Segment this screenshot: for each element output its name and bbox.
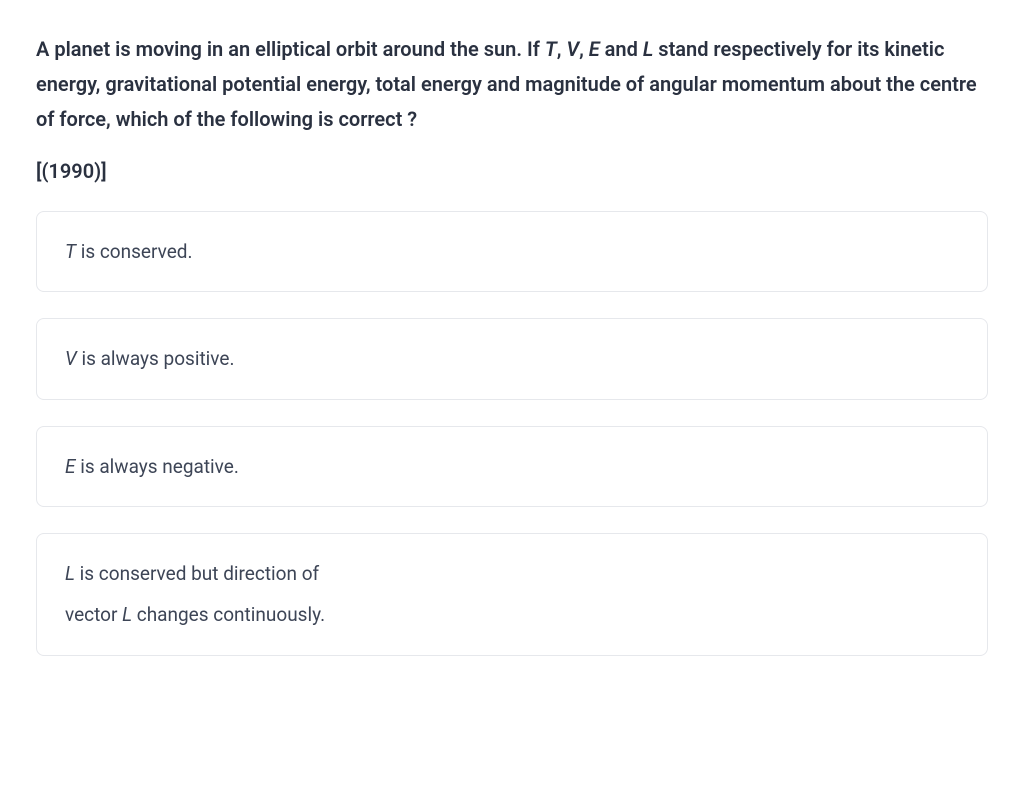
option-segment: E <box>65 455 75 478</box>
question-segment: and <box>600 37 643 61</box>
option-segment: is conserved but direction of <box>75 562 319 585</box>
option-segment: is conserved. <box>76 240 193 263</box>
option-segment: is always positive. <box>77 347 235 370</box>
question-segment: A planet is moving in an elliptical orbi… <box>36 37 545 61</box>
option-line: vector L changes continuously. <box>65 599 959 630</box>
option-line: V is always positive. <box>65 343 959 374</box>
option-line: T is conserved. <box>65 236 959 267</box>
question-text: A planet is moving in an elliptical orbi… <box>36 32 988 137</box>
year-tag: [(1990)] <box>36 159 988 183</box>
option-4[interactable]: L is conserved but direction of vector L … <box>36 533 988 656</box>
question-segment: L <box>643 37 654 61</box>
option-segment: changes continuously. <box>132 603 325 626</box>
option-line: E is always negative. <box>65 451 959 482</box>
option-segment: L <box>122 603 132 626</box>
option-line: L is conserved but direction of <box>65 558 959 589</box>
option-2[interactable]: V is always positive. <box>36 318 988 399</box>
question-segment: , <box>579 37 589 61</box>
option-1[interactable]: T is conserved. <box>36 211 988 292</box>
option-segment: is always negative. <box>75 455 238 478</box>
question-segment: V <box>566 37 579 61</box>
question-segment: E <box>589 37 600 61</box>
option-segment: T <box>65 240 76 263</box>
options-container: T is conserved. V is always positive. E is… <box>36 211 988 656</box>
option-segment: L <box>65 562 75 585</box>
question-segment: T <box>545 37 557 61</box>
option-segment: V <box>65 347 77 370</box>
option-3[interactable]: E is always negative. <box>36 426 988 507</box>
option-segment: vector <box>65 603 122 626</box>
